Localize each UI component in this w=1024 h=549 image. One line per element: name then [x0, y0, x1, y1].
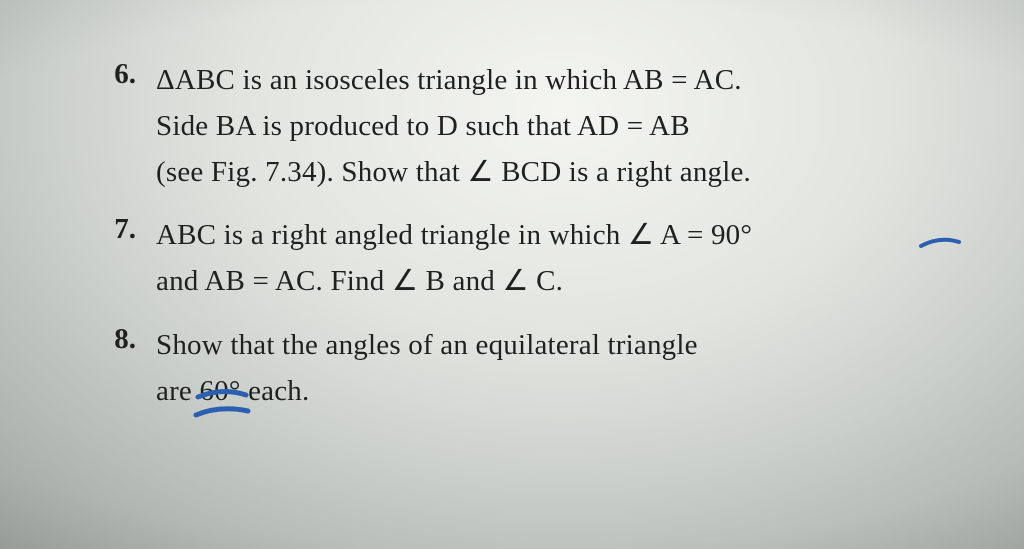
- question-body: ΔABC is an isosceles triangle in which A…: [156, 58, 958, 195]
- question-line: are 60° each.: [156, 369, 958, 415]
- question-line: Side BA is produced to D such that AD = …: [156, 104, 958, 150]
- question-number: 6.: [98, 58, 156, 91]
- question-body: ABC is a right angled triangle in which …: [156, 213, 958, 305]
- question-line: (see Fig. 7.34). Show that ∠ BCD is a ri…: [156, 150, 958, 196]
- question-number: 7.: [98, 213, 156, 246]
- question-number: 8.: [98, 323, 156, 356]
- question-line: ABC is a right angled triangle in which …: [156, 213, 958, 259]
- question-line: and AB = AC. Find ∠ B and ∠ C.: [156, 259, 958, 305]
- question-line: Show that the angles of an equilateral t…: [156, 323, 958, 369]
- question-line: ΔABC is an isosceles triangle in which A…: [156, 58, 958, 104]
- question-6: 6. ΔABC is an isosceles triangle in whic…: [98, 58, 958, 195]
- question-body: Show that the angles of an equilateral t…: [156, 323, 958, 415]
- question-7: 7. ABC is a right angled triangle in whi…: [98, 213, 958, 305]
- pen-mark-icon: [192, 385, 252, 425]
- pen-mark-icon: [918, 232, 962, 254]
- page-content: 6. ΔABC is an isosceles triangle in whic…: [98, 58, 958, 433]
